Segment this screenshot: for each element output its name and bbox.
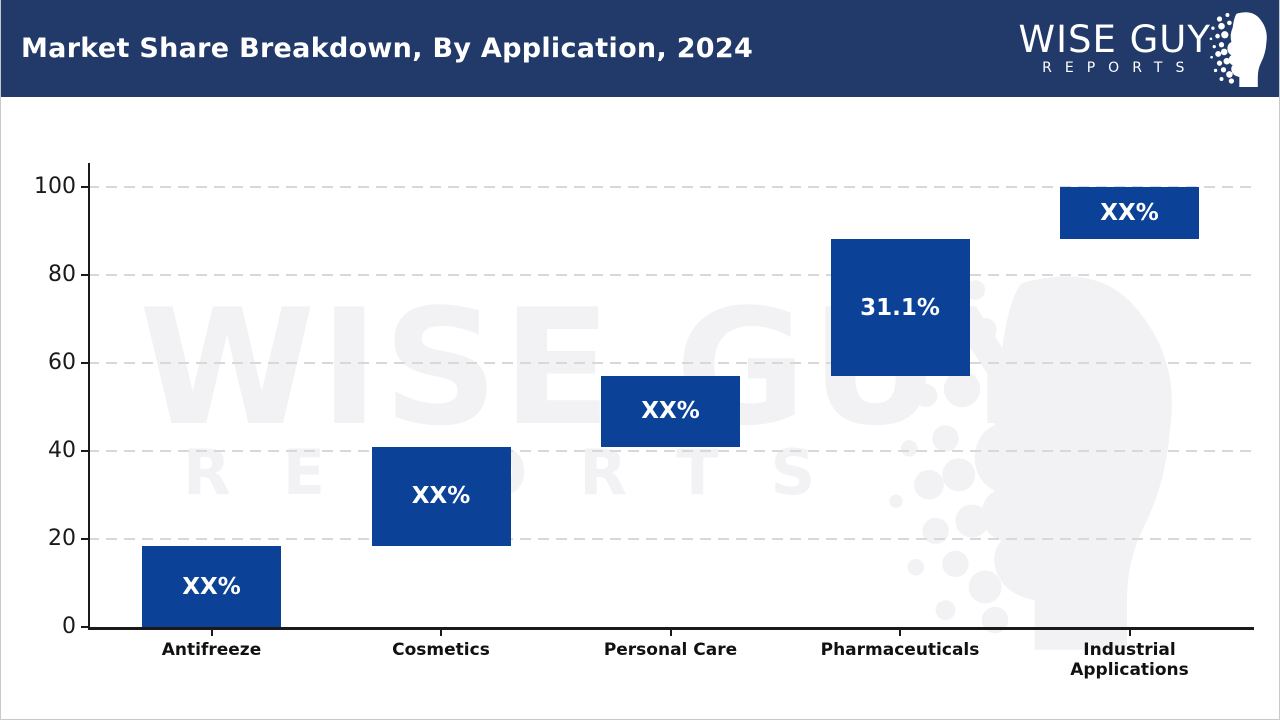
wiseguy-face-icon <box>1209 12 1267 87</box>
y-tick-label: 40 <box>48 438 76 463</box>
gridline <box>88 450 1254 452</box>
wiseguy-logo: WISE GUY REPORTS <box>1019 6 1271 90</box>
x-tick <box>669 630 672 636</box>
bar-value-label: XX% <box>411 483 471 510</box>
y-tick-label: 100 <box>34 174 76 199</box>
y-tick <box>81 186 88 188</box>
bar-value-label: XX% <box>641 398 700 425</box>
bar-antifreeze <box>142 546 281 627</box>
bar-industrial-applications <box>1060 187 1199 240</box>
x-category-label: Personal Care <box>603 640 738 660</box>
bar-personal-care <box>601 376 740 447</box>
x-category-label: Industrial Applications <box>1070 640 1189 681</box>
y-tick-label: 0 <box>62 614 76 639</box>
y-tick <box>81 274 88 276</box>
bar-cosmetics <box>371 446 511 547</box>
bar-value-label: XX% <box>1100 200 1159 227</box>
y-tick-label: 20 <box>48 526 76 551</box>
gridline <box>88 538 1254 540</box>
logo-subtitle: REPORTS <box>1042 59 1198 76</box>
x-tick <box>440 630 442 636</box>
y-tick-label: 80 <box>48 262 76 287</box>
gridline <box>88 186 1254 188</box>
x-axis-line <box>88 627 1254 630</box>
bar-value-label: XX% <box>182 573 241 600</box>
x-category-label: Pharmaceuticals <box>820 640 980 660</box>
y-tick <box>81 450 88 452</box>
y-tick <box>81 538 88 540</box>
bar-value-label: 31.1% <box>860 294 940 321</box>
header-bar: Market Share Breakdown, By Application, … <box>1 0 1279 97</box>
gridline <box>88 362 1254 364</box>
x-category-label: Antifreeze <box>161 640 262 660</box>
x-tick <box>899 630 901 636</box>
y-tick <box>81 626 88 628</box>
y-tick-label: 60 <box>48 350 76 375</box>
logo-wordmark: WISE GUY <box>1018 18 1211 62</box>
gridline <box>88 274 1254 276</box>
y-axis-line <box>88 163 90 630</box>
x-tick <box>210 630 213 636</box>
x-category-label: Cosmetics <box>392 640 490 660</box>
bar-pharmaceuticals <box>830 239 970 377</box>
x-tick <box>1128 630 1131 636</box>
page-title: Market Share Breakdown, By Application, … <box>21 33 754 64</box>
wiseguy-logo-text: WISE GUY REPORTS <box>1018 18 1211 76</box>
y-tick <box>81 362 88 364</box>
